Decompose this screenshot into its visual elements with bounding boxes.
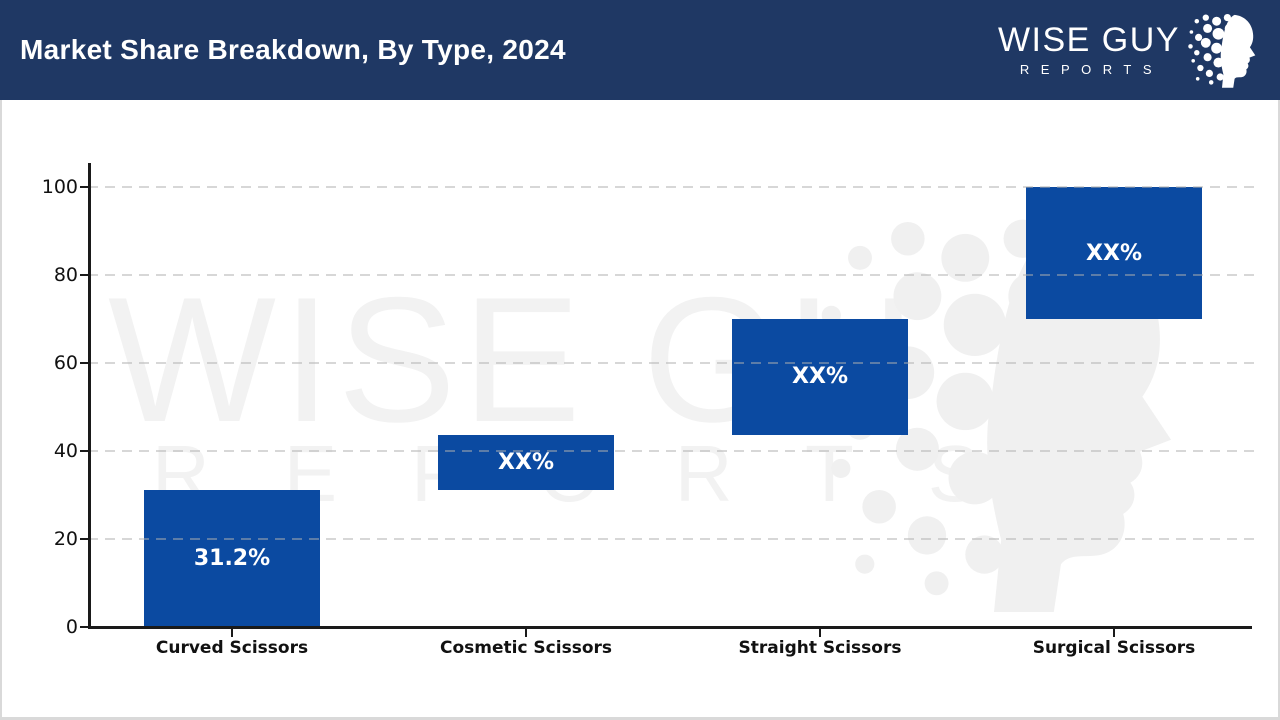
logo-subtext: REPORTS xyxy=(1019,62,1164,77)
x-category-label-curved-scissors: Curved Scissors xyxy=(155,638,309,658)
bar-value-label: XX% xyxy=(792,364,848,390)
logo-text: WISE GUY REPORTS xyxy=(998,23,1180,77)
x-tick-mark xyxy=(819,629,821,637)
y-tick-mark xyxy=(80,186,89,188)
y-tick-label: 0 xyxy=(65,616,78,638)
bar-straight-scissors: XX% xyxy=(732,319,908,435)
x-tick-mark xyxy=(231,629,233,637)
bar-value-label: 31.2% xyxy=(193,545,271,571)
x-tick-mark xyxy=(525,629,527,637)
page-title: Market Share Breakdown, By Type, 2024 xyxy=(20,34,566,65)
wise-guy-face-icon xyxy=(1188,14,1256,88)
header-bar: Market Share Breakdown, By Type, 2024 WI… xyxy=(0,0,1280,100)
y-tick-mark xyxy=(80,362,89,364)
y-axis-line xyxy=(88,163,91,629)
wise-guy-logo: WISE GUY REPORTS xyxy=(998,11,1258,89)
y-tick-label: 60 xyxy=(53,352,78,374)
bar-value-label: XX% xyxy=(1086,240,1142,266)
y-tick-mark xyxy=(80,538,89,540)
y-tick-mark xyxy=(80,274,89,276)
y-tick-label: 100 xyxy=(41,176,78,198)
y-tick-mark xyxy=(80,450,89,452)
y-tick-label: 80 xyxy=(53,264,78,286)
y-tick-label: 20 xyxy=(53,528,78,550)
x-axis-line xyxy=(88,626,1252,629)
x-tick-mark xyxy=(1113,629,1115,637)
y-tick-mark xyxy=(80,626,89,628)
logo-wordmark: WISE GUY xyxy=(997,21,1180,59)
x-category-label-surgical-scissors: Surgical Scissors xyxy=(1032,638,1196,658)
x-category-label-straight-scissors: Straight Scissors xyxy=(738,638,902,658)
bar-surgical-scissors: XX% xyxy=(1026,187,1202,319)
y-tick-label: 40 xyxy=(53,440,78,462)
bar-curved-scissors: 31.2% xyxy=(144,489,320,627)
bar-cosmetic-scissors: XX% xyxy=(438,434,614,490)
plot-area: WISE GU REPORTS 31.2%XX%XX%XX% 020406080… xyxy=(0,100,1280,720)
x-category-label-cosmetic-scissors: Cosmetic Scissors xyxy=(439,638,613,658)
bar-value-label: XX% xyxy=(498,449,554,475)
